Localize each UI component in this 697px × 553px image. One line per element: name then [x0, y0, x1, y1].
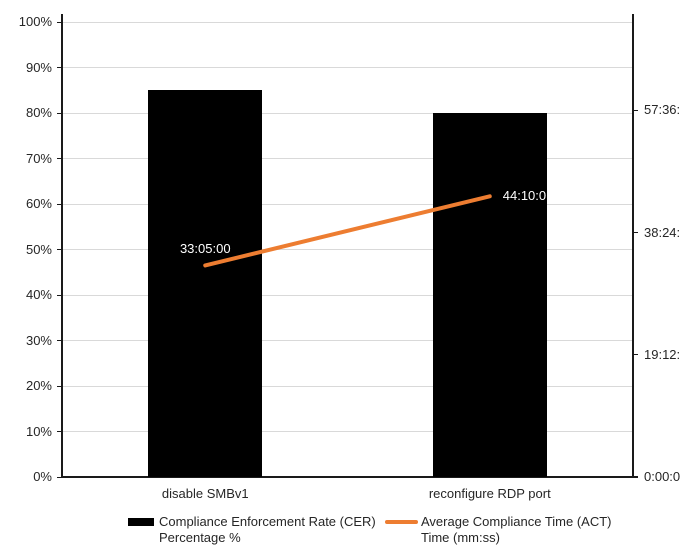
- legend-label-act-line2: Time (mm:ss): [421, 529, 500, 545]
- legend-item-act: Average Compliance Time (ACT) Time (mm:s…: [385, 514, 612, 545]
- y-axis-label-right: 0:00:0: [644, 469, 681, 484]
- y-axis-tick-right: [633, 354, 638, 356]
- y-axis-line-left: [61, 14, 63, 478]
- legend-bar-swatch: [128, 518, 154, 526]
- gridline: [63, 431, 632, 432]
- y-axis-tick-right: [633, 232, 638, 234]
- gridline: [63, 385, 632, 387]
- y-axis-tick: [57, 385, 62, 387]
- y-axis-label-left: 100%: [18, 14, 52, 29]
- legend-label-act-line1: Average Compliance Time (ACT): [421, 514, 612, 529]
- legend-label-cer-line1: Compliance Enforcement Rate (CER): [159, 514, 376, 529]
- gridline: [63, 340, 632, 341]
- y-axis-label-left: 20%: [25, 378, 52, 393]
- y-axis-tick: [57, 158, 62, 159]
- y-axis-label-left: 0%: [33, 469, 52, 484]
- act-line-path: [203, 194, 492, 268]
- y-axis-label-left: 40%: [25, 287, 52, 302]
- legend-label-cer-line2: Percentage %: [159, 529, 241, 545]
- y-axis-label-right: 38:24:: [644, 224, 681, 240]
- act-data-label-0: 33:05:00: [179, 241, 231, 257]
- gridline: [63, 158, 632, 159]
- gridline: [63, 67, 632, 68]
- y-axis-tick: [57, 249, 62, 250]
- y-axis-label-left: 80%: [25, 105, 52, 120]
- x-axis-line: [61, 476, 638, 478]
- y-axis-label-left: 50%: [25, 241, 52, 257]
- y-axis-tick: [57, 294, 62, 296]
- y-axis-label-right: 57:36:: [644, 102, 681, 118]
- category-label-1: reconfigure RDP port: [428, 486, 551, 501]
- gridline: [63, 249, 632, 250]
- y-axis-label-left: 30%: [25, 332, 52, 348]
- y-axis-label-left: 60%: [25, 196, 52, 211]
- y-axis-label-left: 10%: [25, 423, 52, 439]
- y-axis-tick: [57, 431, 62, 432]
- act-line: [203, 194, 492, 268]
- y-axis-tick: [57, 67, 62, 68]
- gridline: [63, 112, 632, 114]
- y-axis-tick: [57, 476, 62, 478]
- category-label-0: disable SMBv1: [161, 486, 249, 501]
- y-axis-tick-right: [633, 109, 638, 111]
- y-axis-tick: [57, 112, 62, 114]
- cer-bar-1: [432, 113, 547, 477]
- y-axis-label-left: 90%: [25, 59, 52, 75]
- legend-line-swatch: [385, 520, 418, 524]
- y-axis-line-right: [632, 14, 634, 478]
- y-axis-tick: [57, 203, 62, 205]
- y-axis-tick: [57, 21, 62, 23]
- gridline: [63, 21, 632, 23]
- act-data-label-1: 44:10:0: [502, 188, 547, 204]
- legend-item-cer: Compliance Enforcement Rate (CER) Percen…: [128, 514, 376, 545]
- y-axis-label-right: 19:12:: [644, 346, 681, 362]
- y-axis-tick: [57, 340, 62, 341]
- gridline: [63, 203, 632, 205]
- y-axis-label-left: 70%: [25, 150, 52, 166]
- cer-bar-0: [148, 90, 263, 477]
- gridline: [63, 294, 632, 296]
